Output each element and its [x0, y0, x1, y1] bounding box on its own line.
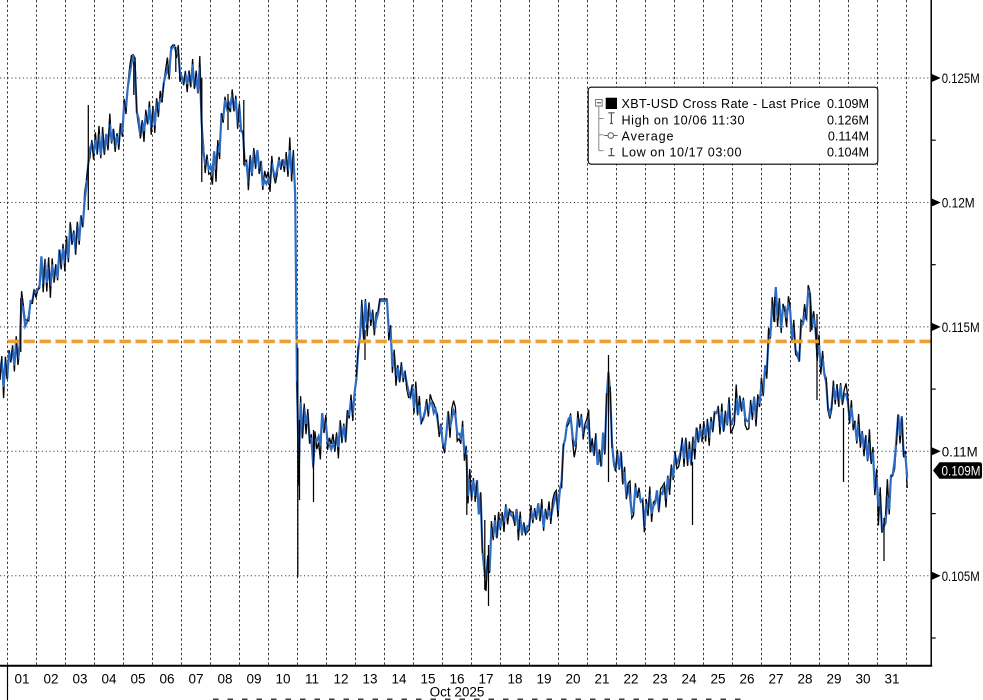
svg-text:03: 03 — [72, 672, 87, 687]
svg-text:0.109M: 0.109M — [827, 97, 869, 111]
svg-text:19: 19 — [536, 672, 551, 687]
svg-text:12: 12 — [333, 672, 348, 687]
svg-text:30: 30 — [855, 672, 870, 687]
svg-text:High on 10/06 11:30: High on 10/06 11:30 — [622, 114, 745, 128]
svg-text:20: 20 — [565, 672, 580, 687]
svg-text:23: 23 — [652, 672, 667, 687]
svg-text:16: 16 — [449, 672, 464, 687]
svg-text:28: 28 — [797, 672, 812, 687]
svg-text:21: 21 — [594, 672, 609, 687]
svg-text:25: 25 — [710, 672, 725, 687]
svg-text:06: 06 — [159, 672, 174, 687]
svg-text:26: 26 — [739, 672, 754, 687]
svg-text:Low on 10/17 03:00: Low on 10/17 03:00 — [622, 145, 742, 159]
svg-text:24: 24 — [681, 672, 697, 687]
svg-text:0.115M: 0.115M — [942, 319, 980, 335]
svg-text:04: 04 — [101, 672, 117, 687]
svg-text:01: 01 — [14, 672, 29, 687]
svg-text:10: 10 — [275, 672, 290, 687]
svg-text:0.105M: 0.105M — [942, 568, 980, 584]
svg-text:Oct 2025: Oct 2025 — [430, 685, 485, 700]
svg-text:Average: Average — [622, 129, 674, 143]
svg-text:11: 11 — [305, 672, 319, 687]
svg-text:14: 14 — [391, 672, 407, 687]
svg-text:05: 05 — [130, 672, 145, 687]
svg-text:0.114M: 0.114M — [828, 129, 869, 143]
svg-text:29: 29 — [826, 672, 841, 687]
svg-text:0.109M: 0.109M — [942, 463, 981, 479]
svg-text:0.11M: 0.11M — [942, 443, 978, 459]
svg-text:0.104M: 0.104M — [827, 145, 869, 159]
svg-text:0.125M: 0.125M — [942, 70, 980, 86]
svg-text:09: 09 — [246, 672, 261, 687]
svg-text:22: 22 — [623, 672, 638, 687]
svg-text:17: 17 — [478, 672, 493, 687]
svg-text:0.12M: 0.12M — [942, 195, 975, 211]
svg-text:13: 13 — [362, 672, 377, 687]
svg-text:27: 27 — [768, 672, 783, 687]
svg-text:0.126M: 0.126M — [827, 114, 869, 128]
svg-text:08: 08 — [217, 672, 232, 687]
svg-text:XBT-USD Cross Rate - Last Pric: XBT-USD Cross Rate - Last Price — [622, 97, 821, 111]
svg-text:31: 31 — [884, 672, 899, 687]
svg-text:02: 02 — [43, 672, 58, 687]
svg-text:15: 15 — [420, 672, 435, 687]
svg-text:18: 18 — [507, 672, 522, 687]
svg-text:07: 07 — [188, 672, 203, 687]
